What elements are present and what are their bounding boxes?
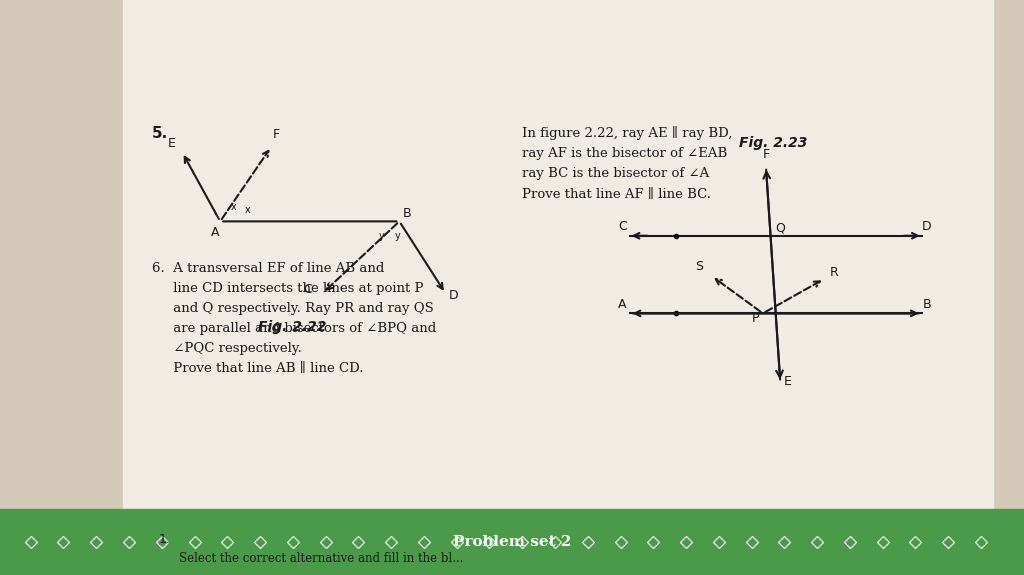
Text: P: P bbox=[752, 312, 759, 325]
Text: F: F bbox=[273, 128, 280, 141]
Text: Fig. 2.22: Fig. 2.22 bbox=[258, 320, 326, 334]
Text: R: R bbox=[829, 266, 839, 279]
Text: y: y bbox=[379, 231, 385, 240]
Text: S: S bbox=[695, 260, 703, 273]
Bar bbox=[123, 0, 993, 575]
Text: 5.: 5. bbox=[152, 126, 168, 141]
Text: F: F bbox=[763, 148, 769, 161]
Text: E: E bbox=[168, 137, 176, 150]
Text: Fig. 2.23: Fig. 2.23 bbox=[739, 136, 807, 150]
Text: D: D bbox=[449, 289, 459, 302]
Text: E: E bbox=[783, 375, 792, 388]
Text: Problem set 2: Problem set 2 bbox=[453, 535, 571, 549]
Text: B: B bbox=[403, 207, 412, 220]
Text: Select the correct alternative and fill in the bl...: Select the correct alternative and fill … bbox=[179, 552, 464, 565]
Text: 1.: 1. bbox=[159, 534, 171, 546]
Text: 6.  A transversal EF of line AB and
     line CD intersects the lines at point P: 6. A transversal EF of line AB and line … bbox=[152, 262, 436, 375]
Text: C: C bbox=[303, 283, 311, 296]
Text: Q: Q bbox=[775, 221, 785, 234]
Text: B: B bbox=[923, 298, 931, 311]
Text: In figure 2.22, ray AE ∥ ray BD,
ray AF is the bisector of ∠EAB
ray BC is the bi: In figure 2.22, ray AE ∥ ray BD, ray AF … bbox=[522, 126, 732, 201]
Text: A: A bbox=[618, 298, 627, 311]
Text: x: x bbox=[245, 205, 251, 214]
Text: C: C bbox=[618, 220, 627, 233]
Text: D: D bbox=[922, 220, 932, 233]
Text: y: y bbox=[394, 231, 400, 240]
Text: A: A bbox=[211, 226, 219, 239]
Bar bbox=[0, 509, 1024, 575]
Text: x: x bbox=[230, 202, 237, 212]
